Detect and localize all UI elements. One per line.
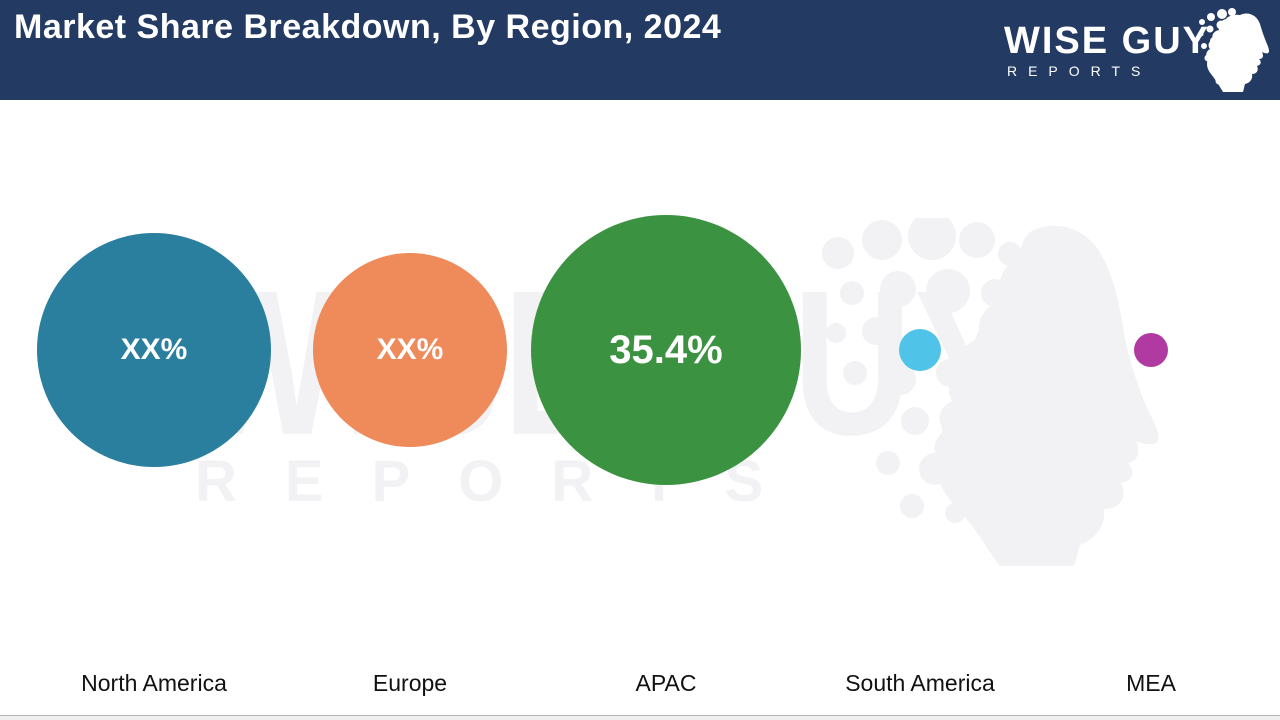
logo-reports-text: REPORTS <box>1006 62 1152 79</box>
page-title: Market Share Breakdown, By Region, 2024 <box>14 8 722 46</box>
wise-guy-reports-logo: WISE GUY REPORTS <box>1004 8 1270 92</box>
category-label-north-america: North America <box>81 670 227 696</box>
bubble-north-america: XX% <box>37 233 271 467</box>
watermark-head-silhouette-icon <box>822 218 1159 566</box>
bubble-mea <box>1134 333 1168 367</box>
bubble-apac: 35.4% <box>531 215 801 485</box>
bubble-value-label: XX% <box>120 333 188 366</box>
bubble-value-label: XX% <box>376 333 444 366</box>
logo-text: WISE GUY REPORTS <box>1004 22 1210 79</box>
bubble-value-label: 35.4% <box>609 327 723 372</box>
header-bar: Market Share Breakdown, By Region, 2024 … <box>0 0 1280 100</box>
logo-wiseguy-text: WISE GUY <box>1003 19 1210 62</box>
bubble-south-america <box>899 329 941 371</box>
category-label-apac: APAC <box>635 670 697 696</box>
bubble-europe: XX% <box>313 253 507 447</box>
logo-head-icon <box>1198 8 1270 92</box>
category-label-south-america: South America <box>845 670 995 696</box>
category-label-europe: Europe <box>372 670 448 696</box>
bottom-divider <box>0 715 1280 720</box>
category-label-mea: MEA <box>1126 670 1176 696</box>
